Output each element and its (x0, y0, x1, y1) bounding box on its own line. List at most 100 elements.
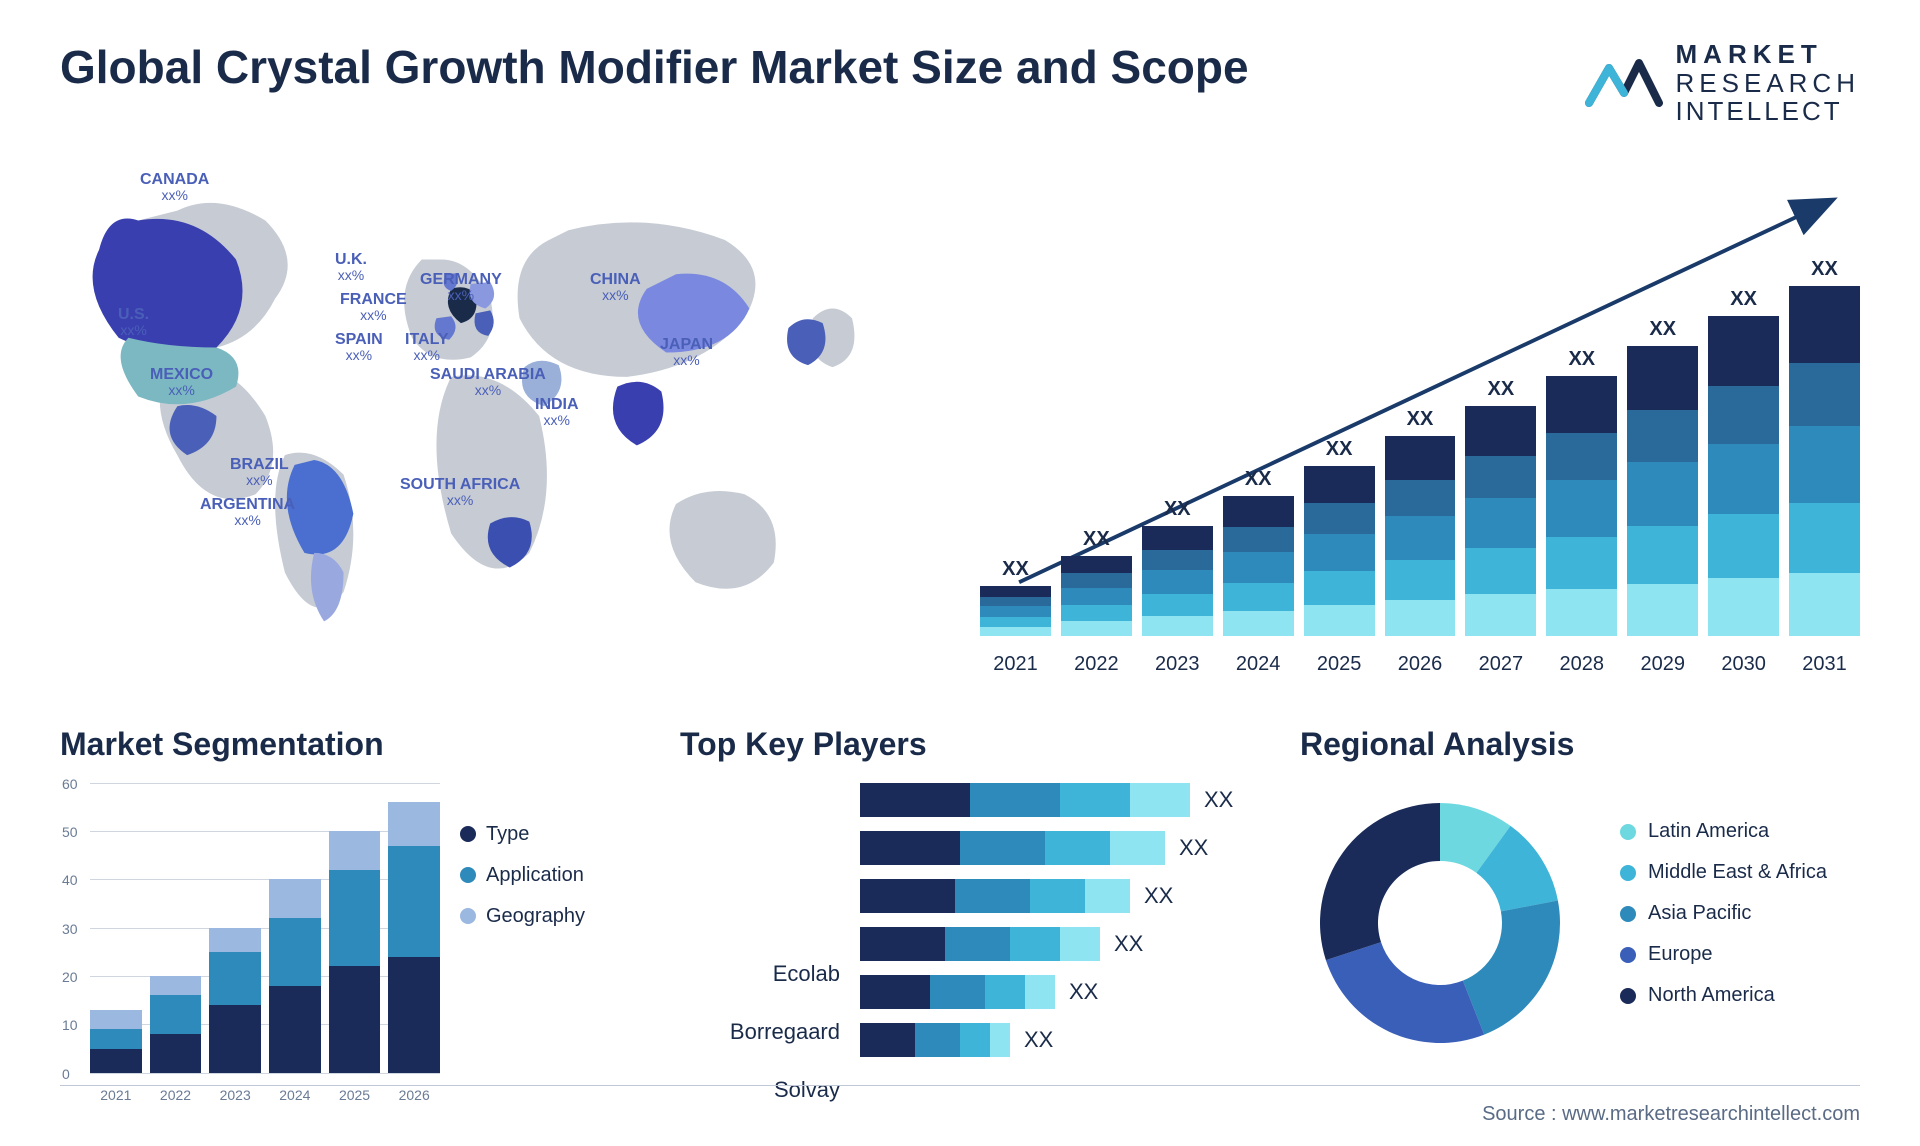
year-bar-segment (980, 586, 1051, 597)
logo-icon (1584, 48, 1664, 118)
keyplayer-bar-segment (960, 831, 1045, 865)
seg-ylabel: 30 (62, 921, 78, 937)
legend-label: North America (1648, 984, 1775, 1007)
map-country-label: INDIAxx% (535, 396, 579, 429)
keyplayer-bar-segment (1110, 831, 1165, 865)
year-bar-segment (1142, 594, 1213, 616)
year-bar-segment (1789, 286, 1860, 363)
seg-bar-segment (90, 1049, 142, 1073)
seg-bar-segment (150, 995, 202, 1034)
seg-bar (269, 879, 321, 1072)
year-bar-segment (1385, 480, 1456, 516)
seg-legend-item: Application (460, 864, 620, 887)
keyplayer-row: XX (860, 927, 1240, 961)
year-bar-segment (1385, 600, 1456, 636)
year-bar-segment (980, 617, 1051, 627)
regional-panel: Regional Analysis Latin AmericaMiddle Ea… (1300, 726, 1860, 1121)
year-bar-segment (1223, 552, 1294, 583)
keyplayer-bar-segment (930, 975, 985, 1009)
year-bar-xlabel: 2023 (1142, 653, 1213, 676)
year-bar-segment (1708, 514, 1779, 578)
year-bar-segment (1465, 498, 1536, 549)
keyplayer-bar-segment (860, 975, 930, 1009)
keyplayer-bar-segment (860, 879, 955, 913)
seg-bar-segment (209, 928, 261, 952)
year-bar-segment (1061, 605, 1132, 621)
year-bar-value: XX (1223, 468, 1294, 491)
year-bar-xlabel: 2030 (1708, 653, 1779, 676)
year-bar-segment (1061, 588, 1132, 606)
legend-dot (460, 908, 476, 924)
segmentation-chart: 0102030405060 202120222023202420252026 T… (60, 783, 620, 1103)
seg-bar-segment (209, 952, 261, 1005)
year-bar-xlabel: 2027 (1465, 653, 1536, 676)
keyplayer-bar-segment (990, 1023, 1010, 1057)
year-bar-segment (1789, 573, 1860, 636)
keyplayers-panel: Top Key Players EcolabBorregaardSolvay X… (680, 726, 1240, 1121)
map-country-label: U.K.xx% (335, 251, 367, 284)
year-bar-segment (1708, 386, 1779, 444)
keyplayer-bar (860, 831, 1165, 865)
seg-ylabel: 0 (62, 1066, 70, 1082)
source-text: Source : www.marketresearchintellect.com (1482, 1103, 1860, 1126)
map-country-label: JAPANxx% (660, 336, 713, 369)
keyplayer-value: XX (1069, 979, 1098, 1005)
keyplayer-bar-segment (960, 1023, 990, 1057)
map-country-label: U.S.xx% (118, 306, 149, 339)
seg-bar-segment (209, 1005, 261, 1073)
legend-dot (460, 867, 476, 883)
year-bar-segment (1142, 570, 1213, 594)
legend-label: Geography (486, 905, 585, 928)
map-country-label: SAUDI ARABIAxx% (430, 366, 546, 399)
keyplayer-bar-segment (1010, 927, 1060, 961)
seg-bar-segment (90, 1010, 142, 1029)
year-bar-segment (1142, 616, 1213, 636)
year-bar-segment (1708, 316, 1779, 386)
regional-title: Regional Analysis (1300, 726, 1860, 763)
map-country-label: SOUTH AFRICAxx% (400, 476, 520, 509)
seg-bar-segment (329, 831, 381, 870)
year-bar-segment (1465, 456, 1536, 497)
year-bar-xlabel: 2024 (1223, 653, 1294, 676)
donut-segment (1326, 942, 1484, 1043)
seg-bar-segment (388, 957, 440, 1073)
year-bar-segment (1546, 480, 1617, 537)
donut-segment (1463, 900, 1560, 1034)
year-bar-segment (1061, 621, 1132, 635)
legend-dot (1620, 947, 1636, 963)
map-country-label: FRANCExx% (340, 291, 407, 324)
keyplayer-row: XX (860, 783, 1240, 817)
seg-bar-segment (329, 966, 381, 1072)
legend-dot (1620, 824, 1636, 840)
year-bar-segment (1627, 584, 1698, 636)
year-bar-segment (980, 606, 1051, 617)
seg-xlabel: 2026 (388, 1087, 440, 1103)
keyplayer-value: XX (1204, 787, 1233, 813)
year-bar: XX (1708, 316, 1779, 636)
legend-label: Europe (1648, 943, 1713, 966)
year-bar-xlabel: 2025 (1304, 653, 1375, 676)
year-bar-segment (1304, 605, 1375, 636)
map-country-label: MEXICOxx% (150, 366, 213, 399)
keyplayer-row: XX (860, 975, 1240, 1009)
year-bar-segment (1789, 503, 1860, 573)
year-bar-segment (980, 627, 1051, 636)
year-bar: XX (1223, 496, 1294, 636)
year-bar-value: XX (980, 558, 1051, 581)
year-bar-segment (980, 597, 1051, 606)
year-bar-segment (1708, 444, 1779, 514)
seg-ylabel: 10 (62, 1017, 78, 1033)
year-bar-value: XX (1708, 288, 1779, 311)
seg-bar-segment (388, 802, 440, 846)
year-bar-segment (1061, 573, 1132, 587)
year-bar-value: XX (1465, 378, 1536, 401)
world-map-panel: CANADAxx%U.S.xx%MEXICOxx%BRAZILxx%ARGENT… (60, 156, 940, 676)
seg-bar (90, 1010, 142, 1073)
legend-label: Application (486, 864, 584, 887)
map-country-label: GERMANYxx% (420, 271, 502, 304)
seg-legend-item: Geography (460, 905, 620, 928)
donut-legend-item: Middle East & Africa (1620, 861, 1827, 884)
seg-ylabel: 20 (62, 969, 78, 985)
year-bar: XX (1142, 526, 1213, 636)
keyplayer-value: XX (1024, 1027, 1053, 1053)
